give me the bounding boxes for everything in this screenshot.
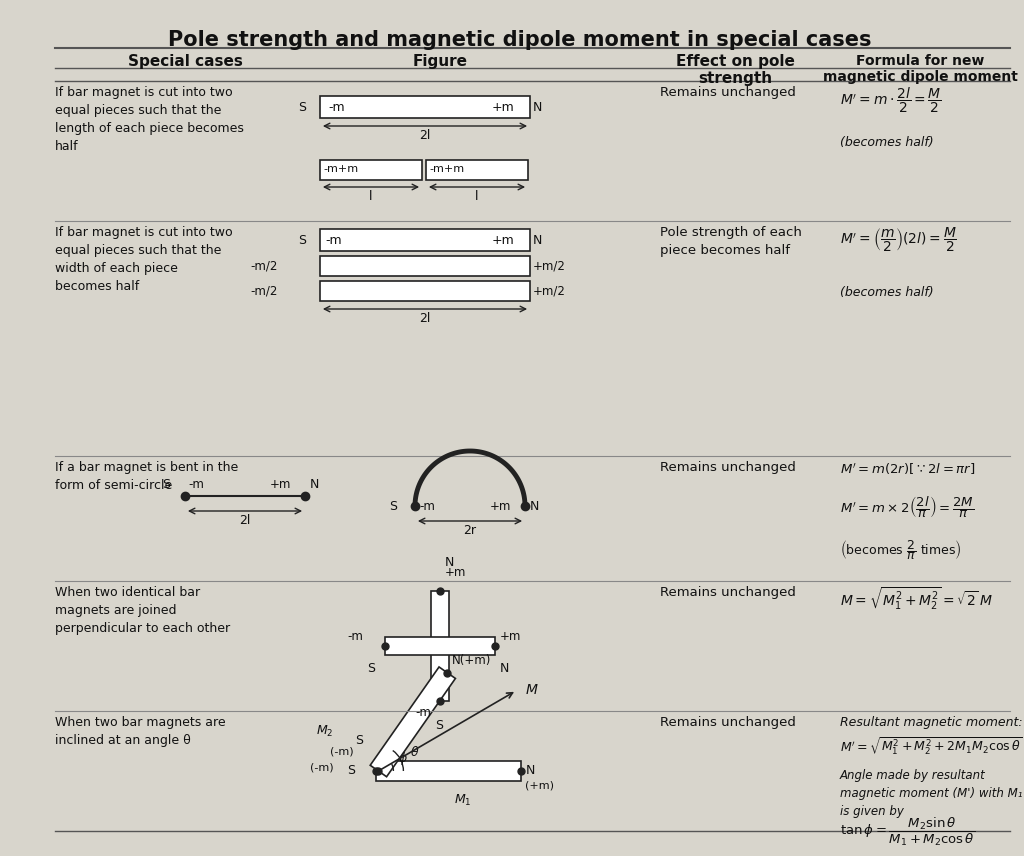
- Text: +m: +m: [500, 630, 521, 643]
- Text: -m: -m: [419, 500, 435, 513]
- Text: (becomes half): (becomes half): [840, 286, 934, 299]
- Text: If bar magnet is cut into two
equal pieces such that the
length of each piece be: If bar magnet is cut into two equal piec…: [55, 86, 244, 153]
- Bar: [385, 637, 495, 655]
- Text: N: N: [525, 764, 535, 777]
- Text: (becomes half): (becomes half): [840, 136, 934, 149]
- Text: Remains unchanged: Remains unchanged: [660, 716, 796, 729]
- Text: Resultant magnetic moment:: Resultant magnetic moment:: [840, 716, 1023, 729]
- Text: (-m): (-m): [310, 763, 334, 773]
- Text: If a bar magnet is bent in the
form of semi-circle: If a bar magnet is bent in the form of s…: [55, 461, 239, 492]
- Text: Special cases: Special cases: [128, 54, 243, 69]
- Text: Effect on pole
strength: Effect on pole strength: [676, 54, 795, 86]
- Bar: [319, 281, 530, 301]
- Text: +m/2: +m/2: [534, 284, 566, 298]
- Text: $\theta$: $\theta$: [411, 745, 420, 759]
- Text: $M' = m\times 2\left(\dfrac{2l}{\pi}\right) = \dfrac{2M}{\pi}$: $M' = m\times 2\left(\dfrac{2l}{\pi}\rig…: [840, 494, 974, 520]
- Text: -m+m: -m+m: [429, 164, 464, 174]
- Text: $M' = \left(\dfrac{m}{2}\right)(2l) = \dfrac{M}{2}$: $M' = \left(\dfrac{m}{2}\right)(2l) = \d…: [840, 226, 957, 254]
- Text: -m: -m: [328, 100, 345, 114]
- Text: $M_2$: $M_2$: [316, 724, 334, 740]
- Text: N: N: [534, 234, 543, 247]
- Text: $\tan\phi = \dfrac{M_2\sin\theta}{M_1 + M_2\cos\theta}$: $\tan\phi = \dfrac{M_2\sin\theta}{M_1 + …: [840, 816, 975, 848]
- Text: 2l: 2l: [240, 514, 251, 527]
- Text: $M' = \sqrt{M_1^2 + M_2^2 + 2M_1M_2\cos\theta}$: $M' = \sqrt{M_1^2 + M_2^2 + 2M_1M_2\cos\…: [840, 736, 1023, 758]
- Text: S: S: [355, 734, 364, 747]
- Text: -m+m: -m+m: [323, 164, 358, 174]
- Text: S: S: [298, 100, 306, 114]
- Text: N: N: [534, 100, 543, 114]
- Text: S: S: [347, 764, 355, 777]
- Text: (+m): (+m): [525, 780, 555, 790]
- Text: Remains unchanged: Remains unchanged: [660, 86, 796, 99]
- Text: $\left(\mathrm{becomes}\ \dfrac{2}{\pi}\ \mathrm{times}\right)$: $\left(\mathrm{becomes}\ \dfrac{2}{\pi}\…: [840, 538, 962, 562]
- Bar: [319, 229, 530, 251]
- Text: +m: +m: [492, 234, 515, 247]
- Text: When two identical bar
magnets are joined
perpendicular to each other: When two identical bar magnets are joine…: [55, 586, 230, 635]
- Text: (-m): (-m): [330, 746, 353, 756]
- Text: 2l: 2l: [419, 312, 431, 325]
- Bar: [319, 160, 422, 180]
- Text: -m: -m: [415, 706, 431, 719]
- Text: N: N: [310, 478, 319, 491]
- Bar: [376, 761, 520, 781]
- Bar: [319, 256, 530, 276]
- Text: If bar magnet is cut into two
equal pieces such that the
width of each piece
bec: If bar magnet is cut into two equal piec…: [55, 226, 232, 293]
- Text: When two bar magnets are
inclined at an angle θ: When two bar magnets are inclined at an …: [55, 716, 225, 747]
- Text: S: S: [435, 719, 443, 732]
- Text: -m: -m: [325, 234, 342, 247]
- Text: +m: +m: [270, 478, 292, 491]
- Text: +m: +m: [492, 100, 515, 114]
- Text: $M_1$: $M_1$: [454, 793, 471, 808]
- Text: Angle made by resultant
magnetic moment (M') with M₁
is given by: Angle made by resultant magnetic moment …: [840, 769, 1023, 818]
- Text: N: N: [530, 500, 540, 513]
- Text: -m: -m: [347, 630, 362, 643]
- Text: 2l: 2l: [419, 129, 431, 142]
- Text: Remains unchanged: Remains unchanged: [660, 586, 796, 599]
- Text: S: S: [389, 500, 397, 513]
- Text: S: S: [298, 234, 306, 247]
- Text: S: S: [162, 478, 170, 491]
- Text: +m/2: +m/2: [534, 259, 566, 272]
- Text: Formula for new
magnetic dipole moment: Formula for new magnetic dipole moment: [822, 54, 1018, 84]
- Text: N(+m): N(+m): [453, 654, 492, 667]
- Text: N: N: [445, 556, 455, 569]
- Text: $M = \sqrt{M_1^2 + M_2^2} = \sqrt{2}\,M$: $M = \sqrt{M_1^2 + M_2^2} = \sqrt{2}\,M$: [840, 586, 993, 612]
- Text: Pole strength of each
piece becomes half: Pole strength of each piece becomes half: [660, 226, 802, 257]
- Text: -m: -m: [188, 478, 204, 491]
- Text: +m: +m: [445, 566, 466, 579]
- Text: l: l: [370, 190, 373, 203]
- Bar: [426, 160, 528, 180]
- Polygon shape: [371, 667, 456, 776]
- Text: S: S: [367, 662, 375, 675]
- Text: Remains unchanged: Remains unchanged: [660, 461, 796, 474]
- Text: -m/2: -m/2: [251, 259, 278, 272]
- Text: N: N: [500, 662, 509, 675]
- Text: l: l: [475, 190, 479, 203]
- Bar: [431, 591, 449, 701]
- Text: $M$: $M$: [524, 683, 539, 698]
- Text: Pole strength and magnetic dipole moment in special cases: Pole strength and magnetic dipole moment…: [168, 30, 871, 50]
- Text: $\phi$: $\phi$: [398, 750, 409, 767]
- Text: +m: +m: [490, 500, 511, 513]
- Text: 2r: 2r: [464, 524, 476, 537]
- Text: Figure: Figure: [413, 54, 468, 69]
- Text: $M' = m\cdot\dfrac{2l}{2} = \dfrac{M}{2}$: $M' = m\cdot\dfrac{2l}{2} = \dfrac{M}{2}…: [840, 86, 942, 116]
- Bar: [319, 96, 530, 118]
- Text: -m/2: -m/2: [251, 284, 278, 298]
- Text: $M' = m(2r)[\because 2l = \pi r]$: $M' = m(2r)[\because 2l = \pi r]$: [840, 461, 975, 477]
